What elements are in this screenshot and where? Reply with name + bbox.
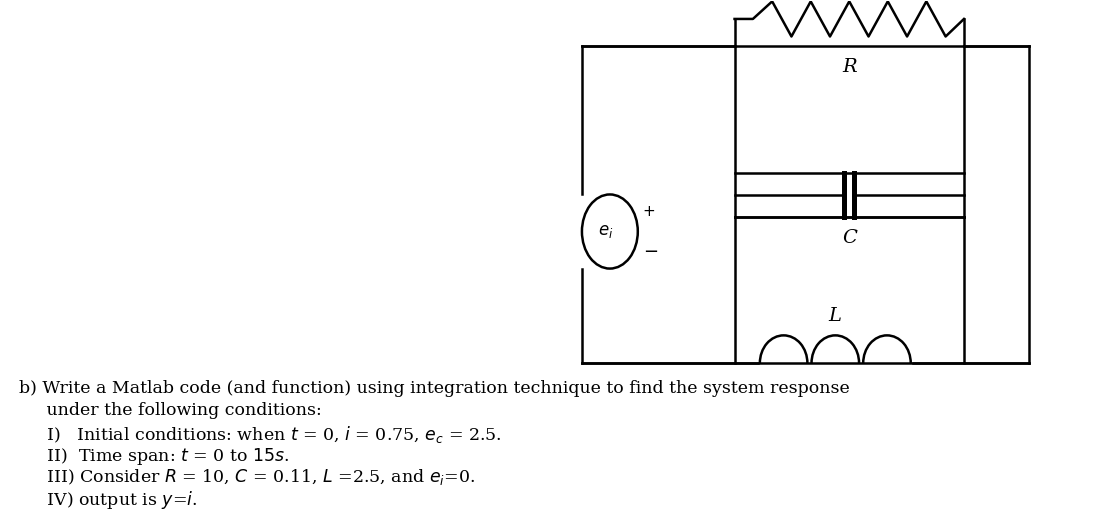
Text: under the following conditions:: under the following conditions:: [19, 401, 322, 418]
Text: IV) output is $y$=$i$.: IV) output is $y$=$i$.: [19, 490, 197, 511]
Text: R: R: [842, 58, 856, 76]
Text: +: +: [643, 204, 655, 219]
Text: b) Write a Matlab code (and function) using integration technique to find the sy: b) Write a Matlab code (and function) us…: [19, 380, 851, 397]
Text: II)  Time span: $t$ = 0 to $15s$.: II) Time span: $t$ = 0 to $15s$.: [19, 445, 289, 466]
Text: III) Consider $R$ = 10, $C$ = 0.11, $L$ =2.5, and $e_i$=0.: III) Consider $R$ = 10, $C$ = 0.11, $L$ …: [19, 467, 476, 488]
Text: −: −: [643, 243, 658, 261]
Text: C: C: [842, 229, 856, 247]
Text: L: L: [828, 307, 842, 325]
Text: $e_i$: $e_i$: [598, 223, 613, 240]
Text: I)   Initial conditions: when $t$ = 0, $i$ = 0.75, $e_c$ = 2.5.: I) Initial conditions: when $t$ = 0, $i$…: [19, 424, 502, 445]
